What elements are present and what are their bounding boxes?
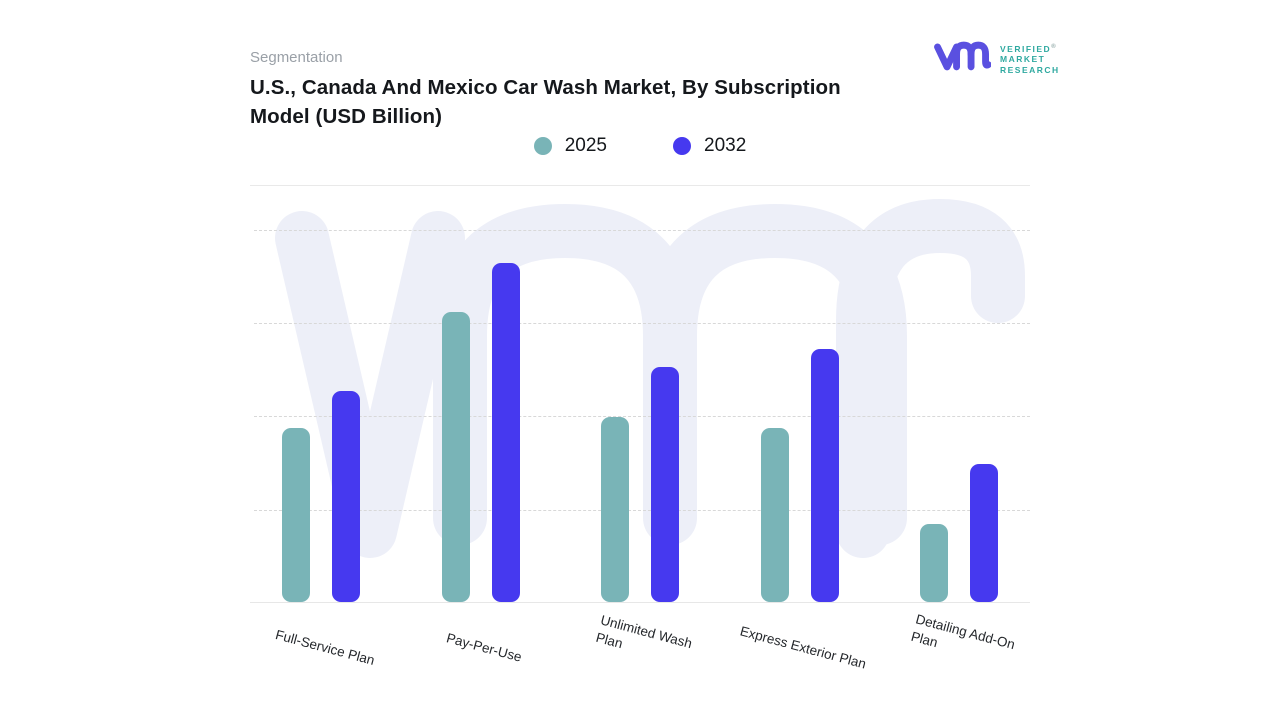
gridline-3 <box>254 323 1030 325</box>
logo-line-research: RESEARCH <box>1000 64 1060 75</box>
bar-2025-unlimited-wash-plan[interactable] <box>601 417 629 602</box>
legend-label-2032: 2032 <box>704 135 747 156</box>
logo-line-market: MARKET <box>1000 54 1046 65</box>
header-separator-line <box>250 185 1030 186</box>
vmr-logo: VERIFIED® MARKET RESEARCH <box>933 36 1060 81</box>
legend-item-2025[interactable]: 2025 <box>533 135 607 157</box>
x-tick-label-detailing-add-on-plan: Detailing Add-On Plan <box>909 611 1017 653</box>
plot-area <box>250 186 1030 603</box>
eyebrow-label: Segmentation <box>250 49 343 66</box>
x-tick-label-full-service-plan: Full-Service Plan <box>273 627 376 668</box>
x-axis-labels: Full-Service Plan Pay-Per-Use Unlimited Wa… <box>250 603 1030 720</box>
bar-2025-detailing-add-on-plan[interactable] <box>920 523 948 602</box>
registered-mark: ® <box>1051 43 1056 50</box>
bar-2025-express-exterior-plan[interactable] <box>760 428 789 602</box>
bar-2032-unlimited-wash-plan[interactable] <box>651 366 679 602</box>
vmr-monogram-icon <box>933 36 992 81</box>
bar-2032-detailing-add-on-plan[interactable] <box>970 463 998 602</box>
x-tick-label-pay-per-use: Pay-Per-Use <box>444 630 524 665</box>
page-title-line2: Model (USD Billion) <box>250 105 443 128</box>
legend: 2025 2032 <box>250 135 1030 157</box>
x-tick-label-unlimited-wash-plan: Unlimited Wash Plan <box>593 612 694 652</box>
vmr-watermark-icon <box>275 199 1025 558</box>
gridline-1 <box>254 509 1030 511</box>
bar-2032-full-service-plan[interactable] <box>332 391 360 602</box>
legend-swatch-2025 <box>533 137 552 155</box>
gridline-4 <box>254 229 1030 231</box>
vmr-logo-text: VERIFIED® MARKET RESEARCH <box>1000 42 1060 76</box>
x-tick-label-express-exterior-plan: Express Exterior Plan <box>738 623 868 672</box>
x-axis-line <box>250 602 1030 603</box>
legend-swatch-2032 <box>673 137 691 155</box>
bar-2025-full-service-plan[interactable] <box>282 428 310 602</box>
logo-line-verified: VERIFIED <box>1000 43 1052 54</box>
gridline-2 <box>254 416 1030 418</box>
bar-2025-pay-per-use[interactable] <box>441 311 470 602</box>
legend-label-2025: 2025 <box>564 135 607 156</box>
bar-2032-express-exterior-plan[interactable] <box>810 349 839 602</box>
legend-item-2032[interactable]: 2032 <box>673 135 746 157</box>
page-title-line1: U.S., Canada And Mexico Car Wash Market,… <box>250 76 841 99</box>
bar-2032-pay-per-use[interactable] <box>491 263 520 602</box>
page-title: U.S., Canada And Mexico Car Wash Market,… <box>250 73 890 131</box>
